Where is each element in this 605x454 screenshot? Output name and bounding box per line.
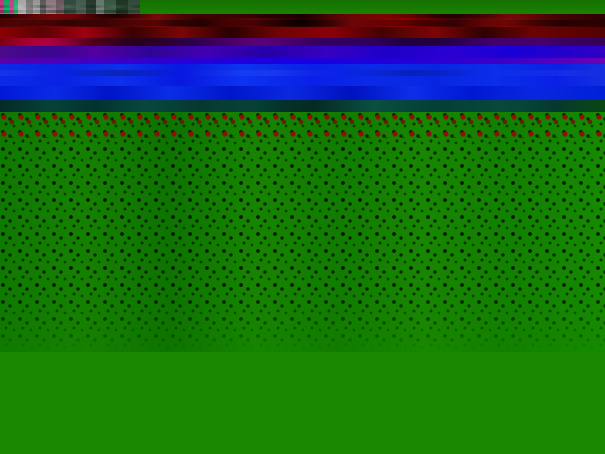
band-blue-deep	[0, 86, 605, 100]
band-purple	[0, 46, 605, 58]
band-crimson	[0, 38, 605, 46]
noise-streak-top	[0, 14, 605, 18]
noise-streak-red	[0, 20, 605, 26]
band-green-solid	[0, 352, 605, 454]
glyph-lattice-red-artifact	[0, 112, 605, 138]
chrome-scanline-2	[0, 10, 140, 13]
band-blue-bright	[0, 64, 605, 86]
noise-streak-blue	[0, 70, 605, 76]
corrupted-chrome-fragment	[0, 0, 140, 14]
band-teal	[0, 100, 605, 112]
band-dark-red-2	[0, 27, 605, 38]
band-violet	[0, 58, 605, 64]
noise-streak-teal	[0, 100, 605, 112]
noise-streak-magenta	[0, 38, 605, 46]
glyph-lattice-artifact	[0, 112, 605, 352]
chrome-scanline-1	[0, 5, 140, 8]
